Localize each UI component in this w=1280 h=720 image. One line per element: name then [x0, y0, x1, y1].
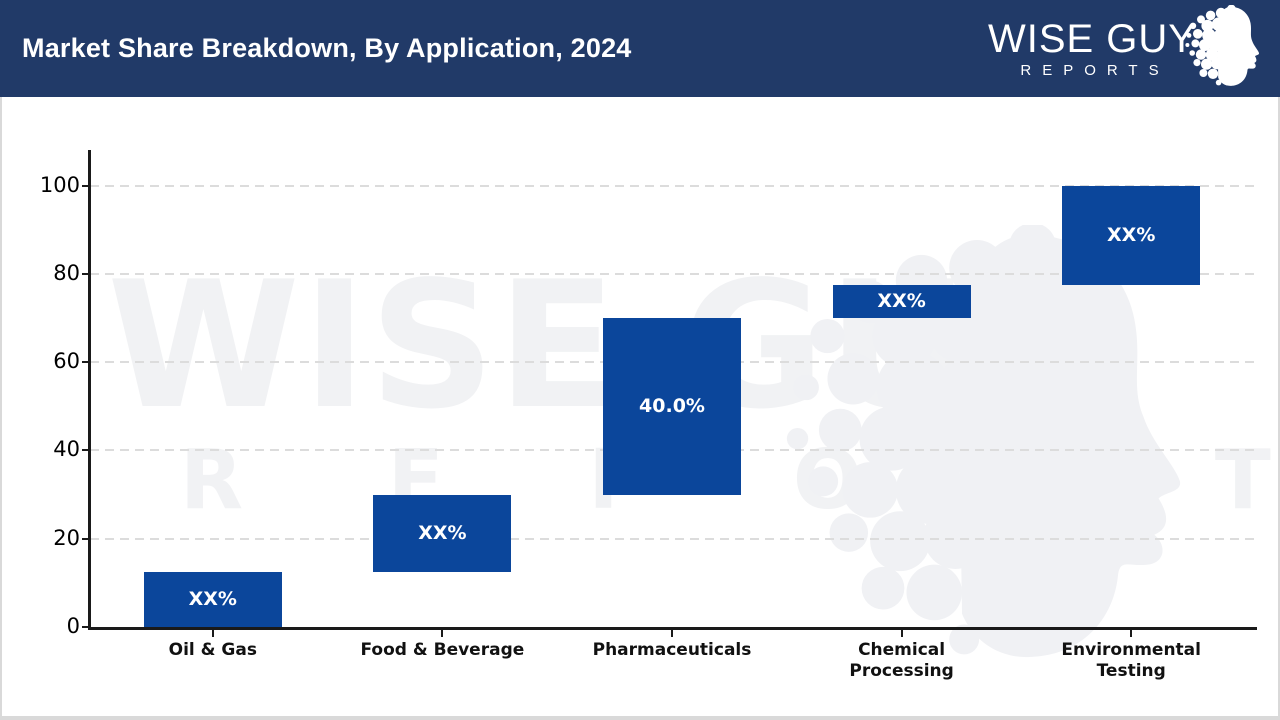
x-axis-tick [1130, 629, 1133, 637]
y-axis-tick [82, 449, 89, 452]
bar-food-beverage: XX% [373, 494, 512, 572]
logo-head-icon [1185, 4, 1260, 86]
x-label-line: Testing [1096, 661, 1166, 681]
logo-subtitle: REPORTS [1020, 61, 1170, 79]
logo-text: WISE GUY REPORTS [988, 19, 1196, 79]
x-axis-tick [671, 629, 673, 637]
bar-chemical-processing: XX% [832, 284, 971, 318]
y-gridline [90, 272, 1257, 275]
x-axis-tick [211, 629, 214, 637]
y-axis-tick [82, 626, 89, 628]
bottom-divider [2, 716, 1278, 718]
x-axis-category-label: Food & Beverage [327, 640, 557, 661]
y-gridline [90, 537, 1257, 540]
x-axis-tick [900, 629, 903, 637]
bar-value-label: XX% [418, 522, 467, 545]
x-label-line: Environmental [1061, 640, 1201, 660]
y-axis-line [88, 150, 91, 629]
y-axis-tick-label: 40 [53, 437, 80, 462]
wise-guy-reports-logo: WISE GUY REPORTS [988, 4, 1262, 93]
header-bar: Market Share Breakdown, By Application, … [0, 0, 1280, 97]
x-axis-line [88, 627, 1257, 630]
y-axis-tick-label: 80 [53, 260, 80, 285]
bar-value-label: XX% [188, 588, 237, 611]
x-label-line: Pharmaceuticals [592, 640, 752, 660]
y-axis-tick [82, 361, 89, 364]
y-axis-tick-label: 20 [53, 525, 80, 550]
bar-pharmaceuticals: 40.0% [603, 317, 741, 495]
y-axis-tick [82, 537, 89, 540]
logo-wordmark: WISE GUY [987, 16, 1196, 61]
x-axis-category-label: Oil & Gas [98, 640, 328, 661]
x-axis-category-label: Chemical Processing [787, 640, 1017, 682]
y-axis-tick [82, 272, 89, 275]
bar-environmental-testing: XX% [1062, 185, 1201, 285]
y-gridline [90, 184, 1257, 187]
bar-oil-gas: XX% [143, 571, 282, 627]
x-label-line: Oil & Gas [168, 640, 257, 660]
x-label-line: Food & Beverage [360, 640, 525, 660]
y-axis-tick-label: 60 [53, 349, 80, 374]
bar-value-label: XX% [877, 290, 926, 313]
watermark-head-icon [786, 225, 1181, 658]
page-title: Market Share Breakdown, By Application, … [22, 33, 632, 63]
y-axis-tick [82, 184, 89, 187]
y-axis-tick-label: 0 [66, 614, 80, 638]
x-axis-category-label: Environmental Testing [1016, 640, 1246, 682]
x-axis-category-label: Pharmaceuticals [557, 640, 787, 661]
x-label-line: Chemical [858, 640, 946, 660]
x-axis-tick [441, 629, 444, 637]
y-axis-tick-label: 100 [39, 172, 80, 197]
x-label-line: Processing [849, 661, 954, 681]
bar-value-label: XX% [1107, 224, 1156, 247]
bar-value-label: 40.0% [639, 395, 705, 418]
